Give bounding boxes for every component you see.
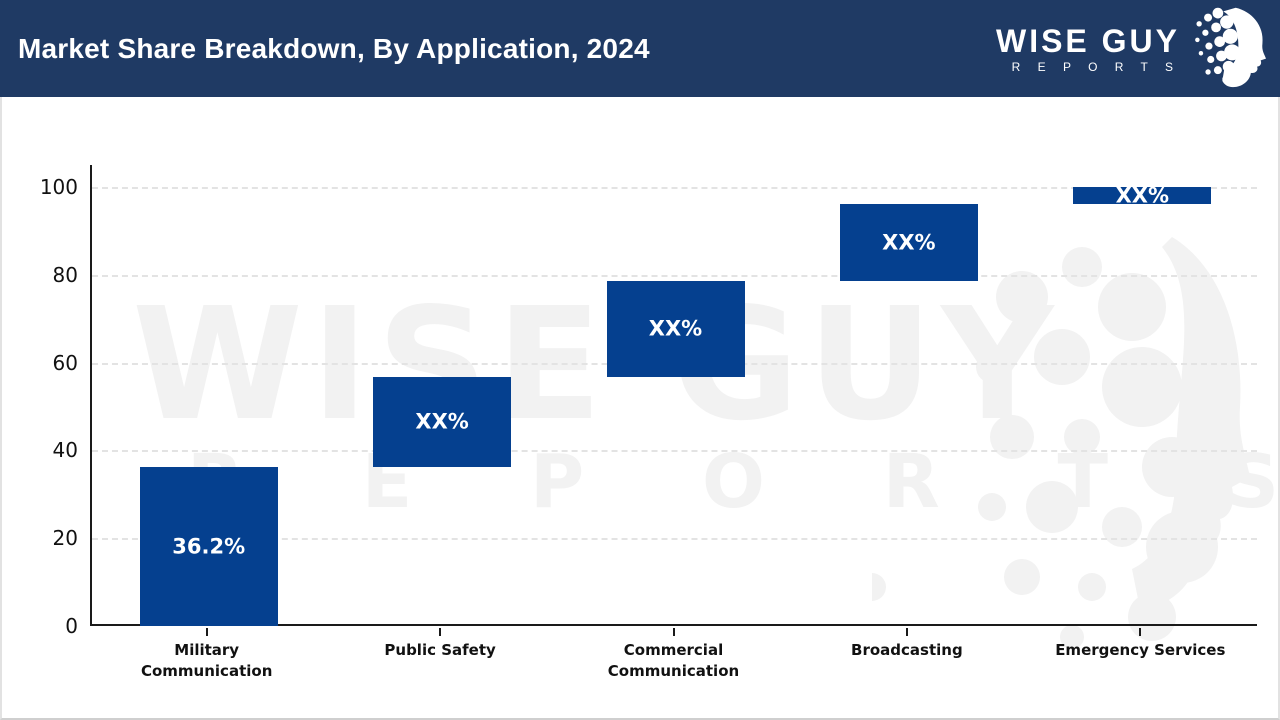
- bar-value-label: XX%: [415, 409, 469, 434]
- y-tick-label: 60: [52, 350, 78, 375]
- grid-line: [92, 538, 1257, 541]
- bar: XX%: [373, 377, 512, 468]
- y-tick-label: 100: [39, 175, 78, 199]
- x-tick-mark: [672, 628, 675, 636]
- grid-line: [92, 274, 1257, 277]
- brand-logo: WISE GUY R E P O R T S: [996, 4, 1266, 94]
- watermark-subtitle-text: R E P O R T S: [187, 439, 1280, 525]
- grid-line: [92, 187, 1257, 189]
- y-tick-label: 80: [52, 262, 78, 287]
- brand-subtitle: R E P O R T S: [1011, 59, 1180, 74]
- page-title: Market Share Breakdown, By Application, …: [18, 32, 650, 64]
- grid-line: [92, 450, 1257, 453]
- chart-area: WISE GUY R E P O R T S 36.2% XX% XX% XX% XX%…: [0, 97, 1280, 720]
- bar: XX%: [1073, 183, 1212, 208]
- brand-name: WISE GUY: [995, 22, 1180, 59]
- y-tick-label: 40: [52, 438, 78, 463]
- x-tick-mark: [1139, 628, 1142, 636]
- bar-value-label: XX%: [882, 230, 936, 255]
- x-tick-label: Commercial Communication: [607, 641, 740, 680]
- watermark-head-icon: [858, 177, 1252, 681]
- x-tick-mark: [439, 628, 442, 636]
- wise-guy-head-icon: [1184, 4, 1266, 94]
- y-tick-label: 20: [52, 526, 78, 551]
- bar: 36.2%: [139, 467, 278, 626]
- brand-logo-text: WISE GUY R E P O R T S: [996, 25, 1180, 73]
- x-tick-label: Public Safety: [384, 641, 496, 659]
- x-tick-mark: [905, 628, 908, 636]
- x-tick-label: Broadcasting: [851, 641, 963, 659]
- bar-value-label: XX%: [1115, 183, 1170, 208]
- header-bar: Market Share Breakdown, By Application, …: [0, 0, 1280, 97]
- x-tick-label: Emergency Services: [1055, 641, 1226, 659]
- bar-value-label: XX%: [648, 316, 703, 341]
- plot-area: 36.2% XX% XX% XX% XX%: [90, 165, 1257, 626]
- bar-value-label: 36.2%: [172, 534, 246, 559]
- x-tick-mark: [205, 628, 208, 636]
- bar: XX%: [839, 204, 978, 281]
- bar: XX%: [606, 280, 745, 378]
- y-tick-label: 0: [65, 614, 78, 638]
- x-tick-label: Military Communication: [140, 641, 273, 680]
